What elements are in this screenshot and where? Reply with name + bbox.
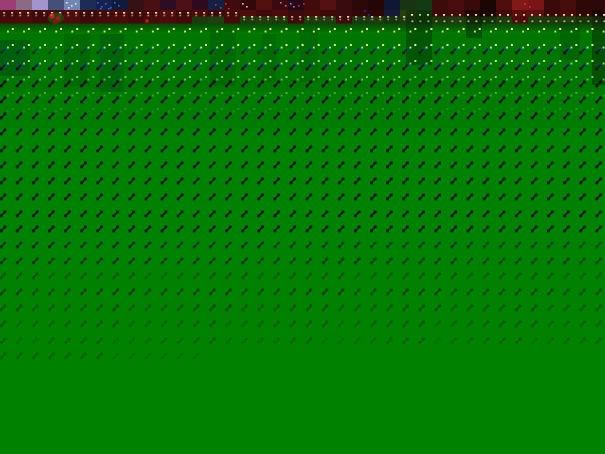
noise-specks — [66, 2, 531, 21]
top-color-bands — [0, 0, 605, 24]
light-dot-grid — [7, 28, 605, 113]
cherry-artifact — [48, 12, 149, 24]
vertical-artifact-streaks — [0, 0, 605, 92]
dark-glyph-grid — [0, 47, 603, 360]
